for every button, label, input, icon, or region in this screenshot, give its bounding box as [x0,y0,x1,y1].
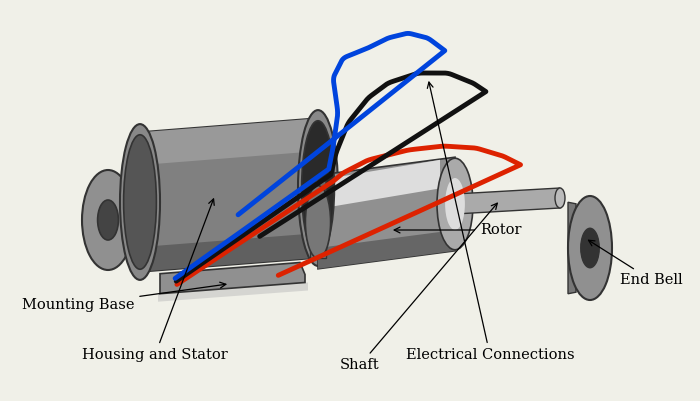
Ellipse shape [555,188,565,208]
Ellipse shape [437,158,473,250]
Polygon shape [140,118,318,272]
Text: End Bell: End Bell [589,240,682,287]
Polygon shape [455,188,560,214]
Ellipse shape [445,178,465,230]
Text: Electrical Connections: Electrical Connections [406,82,574,362]
Polygon shape [140,233,318,272]
Text: Shaft: Shaft [340,203,497,372]
Ellipse shape [450,194,460,214]
Ellipse shape [305,186,330,258]
Text: Housing and Stator: Housing and Stator [82,199,228,362]
Ellipse shape [120,124,160,280]
Ellipse shape [124,135,156,269]
Text: Mounting Base: Mounting Base [22,282,226,312]
Text: Rotor: Rotor [394,223,522,237]
Ellipse shape [568,196,612,300]
Polygon shape [568,202,576,294]
Ellipse shape [97,200,118,240]
Ellipse shape [581,228,599,268]
Ellipse shape [298,110,338,266]
Polygon shape [112,174,118,266]
Ellipse shape [302,121,335,255]
Polygon shape [333,160,440,207]
Polygon shape [158,282,308,302]
Polygon shape [318,230,455,269]
Polygon shape [324,183,328,227]
Polygon shape [318,157,455,269]
Polygon shape [316,180,326,196]
Polygon shape [160,263,305,294]
Polygon shape [140,118,318,165]
Polygon shape [310,186,326,258]
Ellipse shape [82,170,134,270]
